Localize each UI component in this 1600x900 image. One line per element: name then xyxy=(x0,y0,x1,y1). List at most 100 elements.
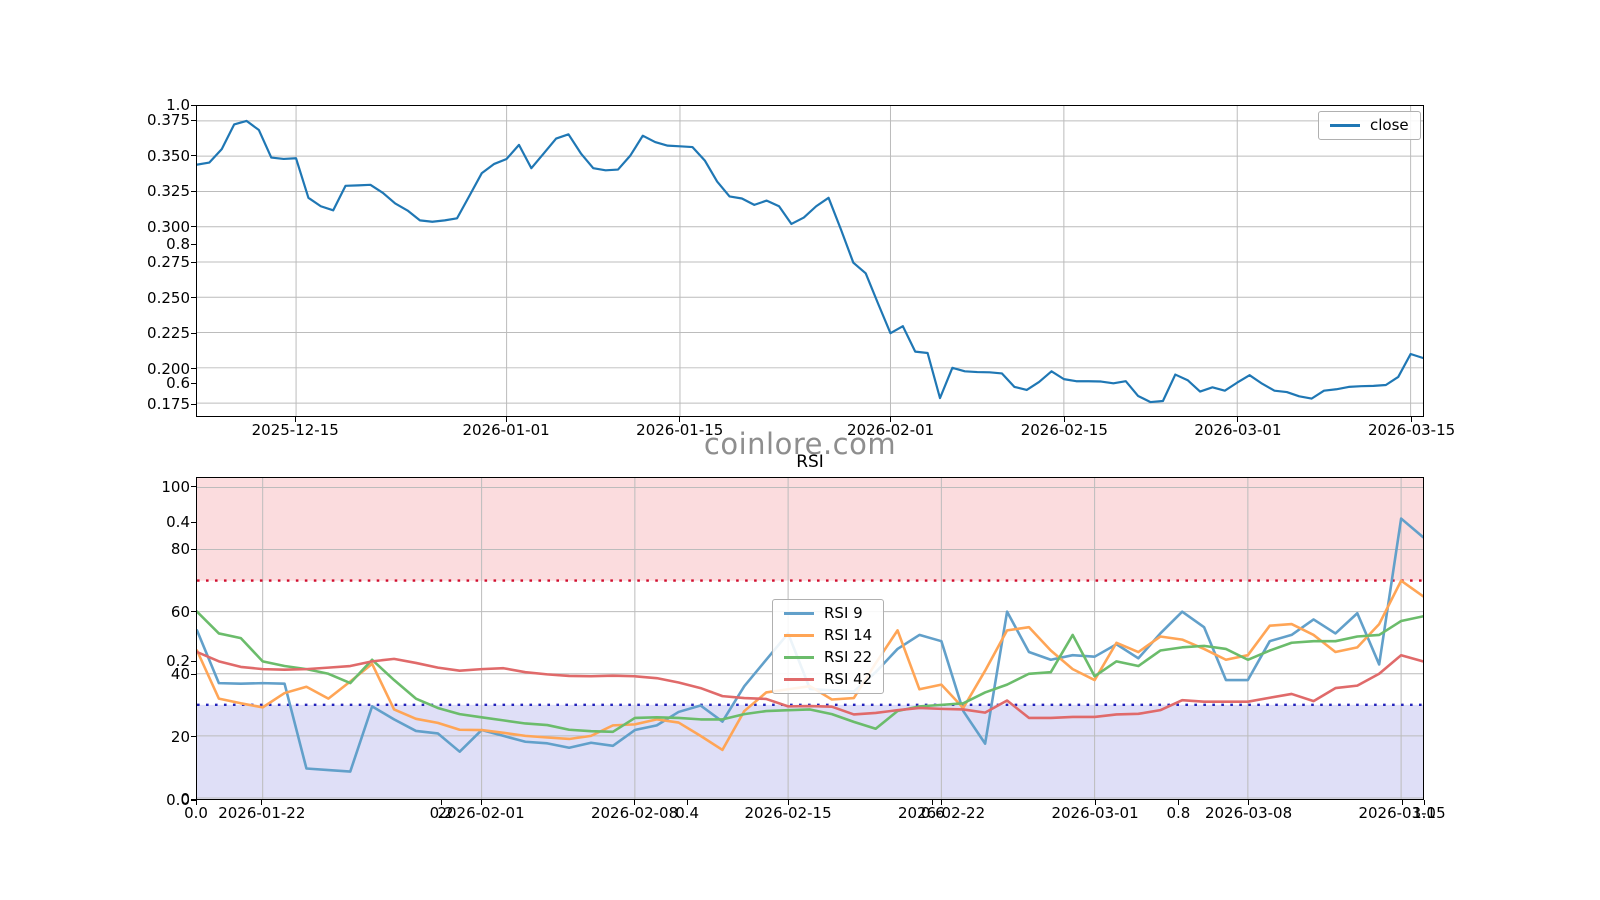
outer-x-tick-mark xyxy=(195,800,197,805)
legend-label: close xyxy=(1370,116,1409,134)
y-tick-mark xyxy=(191,190,196,192)
legend-label: RSI 42 xyxy=(824,670,873,688)
x-tick-label: 2026-03-08 xyxy=(1204,804,1293,822)
x-tick-label: 2026-01-22 xyxy=(218,804,306,822)
y-tick-label: 0.325 xyxy=(147,182,190,200)
x-tick-label: 2026-02-08 xyxy=(590,804,679,822)
y-tick-label: 0.250 xyxy=(147,288,190,307)
outer-y-tick-label: 0.4 xyxy=(166,513,190,531)
rsi-42-line xyxy=(197,650,1423,720)
legend-line-swatch xyxy=(1330,124,1360,127)
y-tick-mark xyxy=(191,486,196,487)
x-tick-label: 2026-02-15 xyxy=(1020,421,1108,439)
x-tick-mark xyxy=(294,417,296,422)
y-tick-mark xyxy=(191,548,196,550)
watermark: coinlore.com xyxy=(703,427,897,461)
outer-y-tick-mark xyxy=(191,104,196,106)
legend-item: close xyxy=(1330,117,1409,134)
close-line xyxy=(197,119,1423,404)
legend-item: RSI 9 xyxy=(784,605,872,622)
legend-line-swatch xyxy=(784,678,814,681)
outer-y-tick-label: 1.0 xyxy=(166,96,190,114)
x-tick-label: 2026-02-01 xyxy=(847,421,935,439)
outer-x-tick-label: 1.0 xyxy=(1412,804,1436,822)
x-tick-mark xyxy=(1401,800,1403,805)
outer-y-tick-label: 0.8 xyxy=(166,235,190,253)
x-tick-label: 2026-02-22 xyxy=(897,804,986,822)
y-tick-label: 80 xyxy=(170,540,190,558)
outer-x-tick-mark xyxy=(1423,800,1425,805)
x-tick-mark xyxy=(261,800,263,805)
y-tick-label: 20 xyxy=(170,727,190,746)
legend-label: RSI 14 xyxy=(824,626,873,644)
y-tick-label: 0.300 xyxy=(147,217,190,236)
outer-y-tick-label: 0.2 xyxy=(166,652,190,670)
x-tick-label: 2025-12-15 xyxy=(251,421,339,439)
outer-y-tick-label: 0.0 xyxy=(166,791,190,809)
price-legend: close xyxy=(1318,111,1421,140)
x-tick-mark xyxy=(1063,417,1065,422)
y-tick-mark xyxy=(191,297,196,298)
y-tick-mark xyxy=(191,368,196,369)
overbought-band xyxy=(197,478,1423,581)
price-plot-svg xyxy=(197,106,1423,416)
y-tick-mark xyxy=(191,155,196,156)
y-tick-mark xyxy=(191,332,196,334)
rsi-chart xyxy=(196,477,1424,800)
rsi-plot-svg xyxy=(197,478,1423,799)
x-tick-mark xyxy=(890,417,892,422)
y-tick-mark xyxy=(191,798,196,800)
outer-x-tick-label: 0.6 xyxy=(920,804,945,822)
outer-x-tick-label: 0.8 xyxy=(1166,804,1191,822)
rsi-legend: RSI 9 RSI 14 RSI 22 RSI 42 xyxy=(772,599,885,694)
y-tick-label: 0.175 xyxy=(147,395,190,413)
outer-x-tick-mark xyxy=(441,800,443,805)
y-tick-mark xyxy=(191,673,196,675)
y-tick-label: 0.350 xyxy=(147,146,190,165)
legend-label: RSI 22 xyxy=(824,648,873,666)
outer-y-tick-mark xyxy=(191,799,196,801)
outer-y-tick-mark xyxy=(191,243,196,245)
legend-line-swatch xyxy=(784,634,814,637)
y-tick-mark xyxy=(191,611,196,612)
outer-x-tick-label: 0.4 xyxy=(675,804,700,822)
x-tick-label: 2026-03-01 xyxy=(1051,804,1139,822)
x-tick-label: 2026-03-15 xyxy=(1368,421,1456,439)
oversold-band xyxy=(197,704,1423,799)
outer-y-tick-label: 0.6 xyxy=(166,374,190,392)
outer-x-tick-mark xyxy=(932,800,934,805)
x-tick-mark xyxy=(941,800,943,805)
y-tick-label: 0.225 xyxy=(147,324,190,342)
x-tick-label: 2026-03-01 xyxy=(1194,421,1282,439)
outer-x-tick-mark xyxy=(1177,800,1179,805)
y-tick-label: 100 xyxy=(161,477,190,496)
legend-item: RSI 22 xyxy=(784,649,872,666)
outer-x-tick-mark xyxy=(686,800,688,805)
y-tick-mark xyxy=(191,119,196,121)
x-tick-mark xyxy=(1094,800,1096,805)
y-tick-label: 0.200 xyxy=(147,359,190,378)
price-chart xyxy=(196,105,1424,417)
outer-y-tick-mark xyxy=(191,382,196,384)
x-tick-mark xyxy=(679,417,681,422)
y-tick-mark xyxy=(191,226,196,227)
x-tick-label: 2026-01-01 xyxy=(462,421,550,439)
outer-y-tick-mark xyxy=(191,521,196,523)
y-tick-mark xyxy=(191,403,196,405)
legend-item: RSI 14 xyxy=(784,627,872,644)
x-tick-mark xyxy=(480,800,482,805)
x-tick-mark xyxy=(1248,800,1250,805)
y-tick-mark xyxy=(191,261,196,263)
x-tick-mark xyxy=(787,800,789,805)
outer-x-tick-label: 0.0 xyxy=(184,804,208,822)
y-tick-label: 0.375 xyxy=(147,111,190,129)
legend-line-swatch xyxy=(784,656,814,659)
y-tick-label: 40 xyxy=(170,665,190,683)
x-tick-mark xyxy=(1411,417,1413,422)
legend-label: RSI 9 xyxy=(824,604,863,622)
x-tick-label: 2026-01-15 xyxy=(636,421,724,439)
x-tick-mark xyxy=(634,800,636,805)
y-tick-mark xyxy=(191,736,196,737)
outer-y-tick-mark xyxy=(191,660,196,662)
